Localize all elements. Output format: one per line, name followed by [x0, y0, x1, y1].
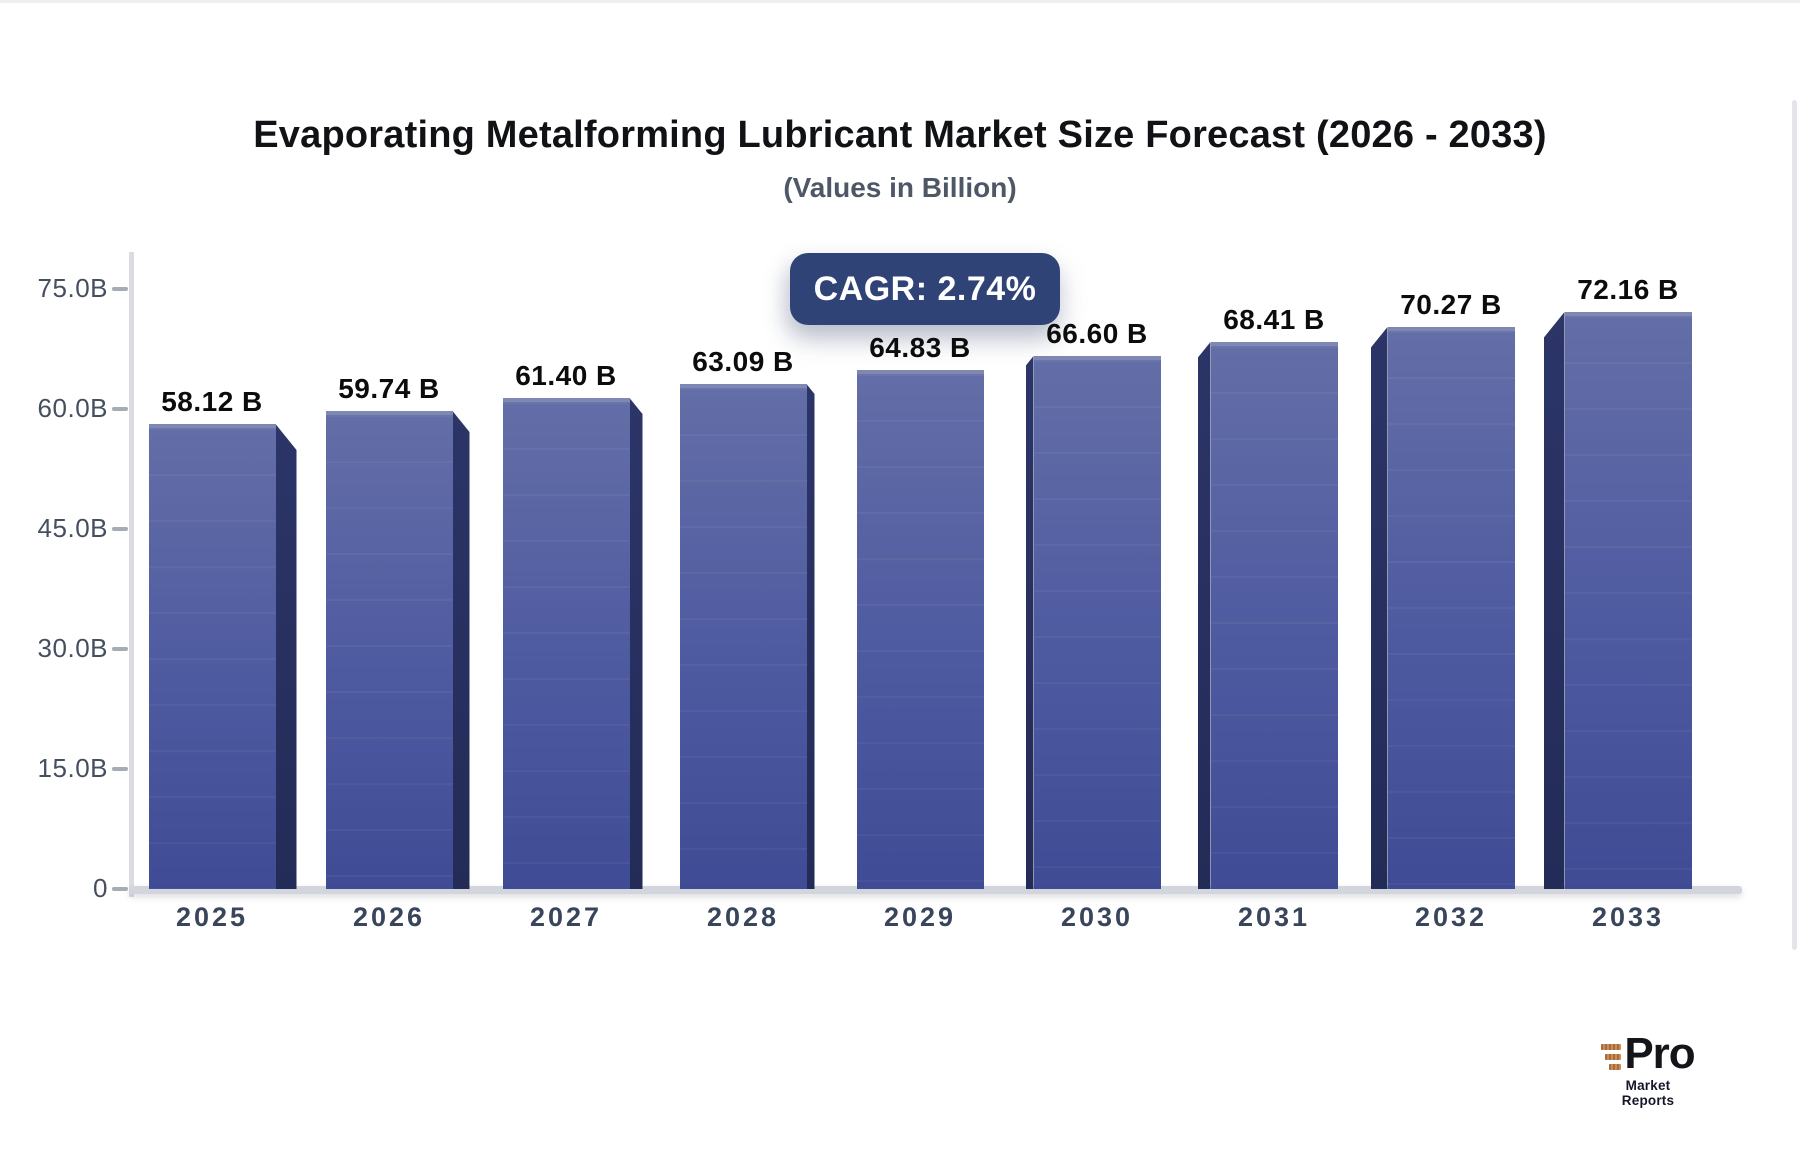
x-tick-label-2030: 2030: [1060, 902, 1134, 932]
logo-tagline: Market Reports: [1621, 1078, 1675, 1108]
y-tick-label-45.0B: 45.0B: [37, 513, 108, 543]
bar-face-2027: [502, 398, 630, 889]
y-tick-mark: [112, 527, 128, 531]
bar-value-label-2025: 58.12 B: [161, 386, 263, 417]
bar-value-label-2026: 59.74 B: [338, 373, 440, 404]
y-tick-label-0: 0: [93, 873, 108, 903]
bar-face-2031: [1210, 342, 1338, 889]
y-tick-mark: [112, 287, 128, 291]
bar-3d-side-2032: [1370, 327, 1388, 889]
bar-3d-side-2030: [1025, 356, 1034, 889]
y-tick-label-30.0B: 30.0B: [37, 633, 108, 663]
y-axis-line: [129, 252, 134, 897]
bar-3d-side-2025: [275, 424, 297, 889]
x-tick-label-2028: 2028: [706, 902, 780, 932]
bar-2029: 64.83 B: [856, 332, 984, 889]
logo-flag-icon: [1601, 1044, 1622, 1070]
bar-2033: 72.16 B: [1543, 274, 1692, 889]
cagr-badge: CAGR: 2.74%: [790, 253, 1060, 325]
x-tick-label-2025: 2025: [175, 902, 249, 932]
y-tick-mark: [112, 407, 128, 411]
bar-face-2026: [325, 411, 453, 889]
bar-value-label-2032: 70.27 B: [1400, 289, 1502, 320]
bar-value-label-2030: 66.60 B: [1046, 318, 1148, 349]
logo-brand-name: Pro: [1624, 1029, 1695, 1078]
bar-face-2033: [1564, 312, 1692, 889]
bar-2028: 63.09 B: [679, 346, 815, 889]
bar-3d-side-2027: [629, 398, 643, 889]
x-tick-label-2031: 2031: [1237, 902, 1311, 932]
bar-3d-side-2026: [452, 411, 470, 889]
bar-face-2029: [856, 370, 984, 889]
bar-value-label-2033: 72.16 B: [1577, 274, 1679, 305]
brand-logo: Pro Market Reports: [1600, 1032, 1696, 1108]
y-tick-mark: [112, 887, 128, 891]
x-tick-label-2033: 2033: [1591, 902, 1665, 932]
x-tick-label-2027: 2027: [529, 902, 603, 932]
bar-face-2025: [148, 424, 276, 889]
y-tick-mark: [112, 647, 128, 651]
bar-3d-side-2033: [1543, 312, 1565, 889]
bar-2027: 61.40 B: [502, 360, 643, 889]
right-border-line: [1792, 100, 1797, 950]
top-border-line: [0, 0, 1800, 3]
chart-title: Evaporating Metalforming Lubricant Marke…: [253, 114, 1547, 156]
bar-face-2030: [1033, 356, 1161, 889]
bar-value-label-2028: 63.09 B: [692, 346, 794, 377]
y-tick-label-15.0B: 15.0B: [37, 753, 108, 783]
chart-subtitle: (Values in Billion): [783, 172, 1017, 203]
bar-face-2028: [679, 384, 807, 889]
bar-value-label-2031: 68.41 B: [1223, 304, 1325, 335]
x-tick-label-2029: 2029: [883, 902, 957, 932]
y-tick-mark: [112, 767, 128, 771]
bar-value-label-2029: 64.83 B: [869, 332, 971, 363]
x-axis-baseline: [129, 886, 1742, 894]
y-tick-label-75.0B: 75.0B: [37, 273, 108, 303]
bar-3d-side-2031: [1197, 342, 1211, 889]
bar-2030: 66.60 B: [1025, 318, 1161, 889]
bar-2026: 59.74 B: [325, 373, 470, 889]
bar-2032: 70.27 B: [1370, 289, 1515, 889]
bar-face-2032: [1387, 327, 1515, 889]
bar-2025: 58.12 B: [148, 386, 297, 889]
x-tick-label-2026: 2026: [352, 902, 426, 932]
bar-3d-side-2028: [806, 384, 815, 889]
x-tick-label-2032: 2032: [1414, 902, 1488, 932]
bar-2031: 68.41 B: [1197, 304, 1338, 889]
y-tick-label-60.0B: 60.0B: [37, 393, 108, 423]
bar-value-label-2027: 61.40 B: [515, 360, 617, 391]
